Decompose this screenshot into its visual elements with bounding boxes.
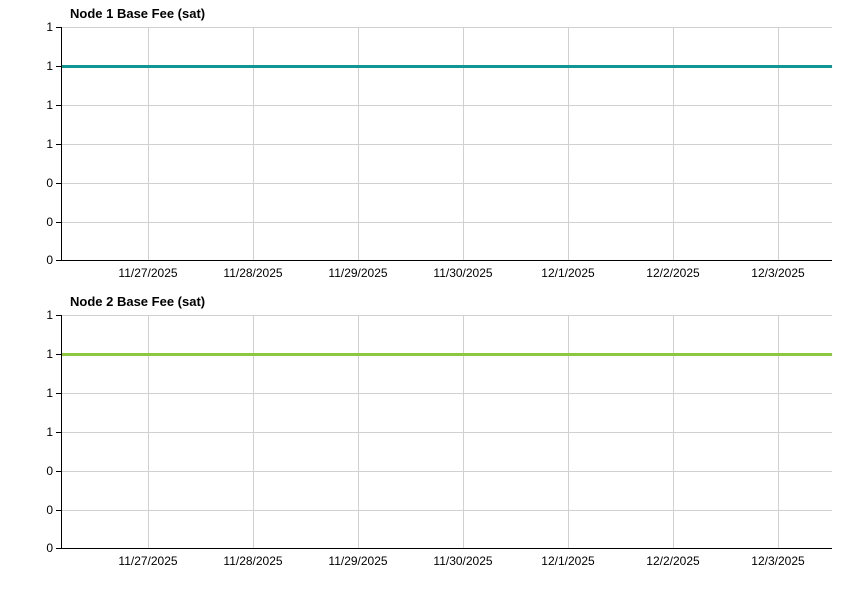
v-gridline xyxy=(463,315,464,548)
x-tick-label: 11/30/2025 xyxy=(433,554,493,568)
y-tick-label: 0 xyxy=(46,215,53,229)
h-gridline xyxy=(62,510,832,511)
plot-surface-node1[interactable] xyxy=(62,27,832,260)
v-gridline xyxy=(253,315,254,548)
x-tick-label: 12/1/2025 xyxy=(541,266,595,280)
x-tick-label: 11/28/2025 xyxy=(223,554,283,568)
y-tick-label: 0 xyxy=(46,253,53,267)
v-gridline xyxy=(673,315,674,548)
y-tick-mark xyxy=(56,27,61,28)
v-gridline xyxy=(673,27,674,260)
h-gridline xyxy=(62,222,832,223)
y-tick-label: 1 xyxy=(46,425,53,439)
x-tick-label: 11/30/2025 xyxy=(433,266,493,280)
y-tick-label: 1 xyxy=(46,137,53,151)
v-gridline xyxy=(148,315,149,548)
y-tick-label: 1 xyxy=(46,386,53,400)
chart-title-node1: Node 1 Base Fee (sat) xyxy=(70,6,206,21)
y-axis-line-node2 xyxy=(61,315,62,549)
y-tick-label: 0 xyxy=(46,541,53,555)
x-tick-label: 11/28/2025 xyxy=(223,266,283,280)
plot-surface-node2[interactable] xyxy=(62,315,832,548)
y-tick-mark xyxy=(56,222,61,223)
series-line-node2-base-fee xyxy=(62,353,832,356)
v-gridline xyxy=(463,27,464,260)
v-gridline xyxy=(568,315,569,548)
v-gridline xyxy=(148,27,149,260)
h-gridline xyxy=(62,471,832,472)
y-tick-mark xyxy=(56,548,61,549)
x-axis-line-node1 xyxy=(61,260,832,261)
v-gridline xyxy=(568,27,569,260)
x-tick-label: 11/29/2025 xyxy=(328,554,388,568)
chart-title-node2: Node 2 Base Fee (sat) xyxy=(70,294,206,309)
y-axis-line-node1 xyxy=(61,27,62,261)
x-tick-label: 12/2/2025 xyxy=(646,554,700,568)
chart-panel-node2: Node 2 Base Fee (sat) 1 xyxy=(0,288,860,578)
y-tick-mark xyxy=(56,354,61,355)
h-gridline xyxy=(62,144,832,145)
plot-area-node1: 1 1 1 1 0 0 0 11/27/2025 11/28/2025 11/2… xyxy=(46,21,832,279)
y-tick-mark xyxy=(56,144,61,145)
h-gridline xyxy=(62,27,832,28)
y-tick-label: 0 xyxy=(46,464,53,478)
x-tick-label: 12/3/2025 xyxy=(751,266,805,280)
y-tick-label: 1 xyxy=(46,59,53,73)
h-gridline xyxy=(62,315,832,316)
v-gridline xyxy=(253,27,254,260)
y-tick-label: 1 xyxy=(46,308,53,322)
x-tick-label: 11/27/2025 xyxy=(118,266,178,280)
y-tick-mark xyxy=(56,260,61,261)
y-tick-mark xyxy=(56,432,61,433)
x-tick-label: 12/3/2025 xyxy=(751,554,805,568)
h-gridline xyxy=(62,105,832,106)
v-gridline xyxy=(778,315,779,548)
y-tick-mark xyxy=(56,105,61,106)
y-tick-label: 0 xyxy=(46,176,53,190)
x-tick-label: 12/2/2025 xyxy=(646,266,700,280)
y-tick-label: 0 xyxy=(46,503,53,517)
y-tick-mark xyxy=(56,183,61,184)
x-axis-line-node2 xyxy=(61,548,832,549)
y-tick-mark xyxy=(56,471,61,472)
y-tick-mark xyxy=(56,393,61,394)
h-gridline xyxy=(62,393,832,394)
y-tick-label: 1 xyxy=(46,20,53,34)
x-tick-label: 12/1/2025 xyxy=(541,554,595,568)
plot-area-node2: 1 1 1 1 0 0 0 11/27/2025 11/28/2025 11/2… xyxy=(46,309,832,567)
h-gridline xyxy=(62,432,832,433)
v-gridline xyxy=(778,27,779,260)
x-tick-label: 11/27/2025 xyxy=(118,554,178,568)
y-tick-mark xyxy=(56,315,61,316)
v-gridline xyxy=(358,27,359,260)
chart-panel-node1: Node 1 Base Fee (sat) xyxy=(0,0,860,290)
y-tick-mark xyxy=(56,66,61,67)
h-gridline xyxy=(62,183,832,184)
y-tick-label: 1 xyxy=(46,347,53,361)
y-tick-mark xyxy=(56,510,61,511)
y-tick-label: 1 xyxy=(46,98,53,112)
x-tick-label: 11/29/2025 xyxy=(328,266,388,280)
series-line-node1-base-fee xyxy=(62,65,832,68)
v-gridline xyxy=(358,315,359,548)
